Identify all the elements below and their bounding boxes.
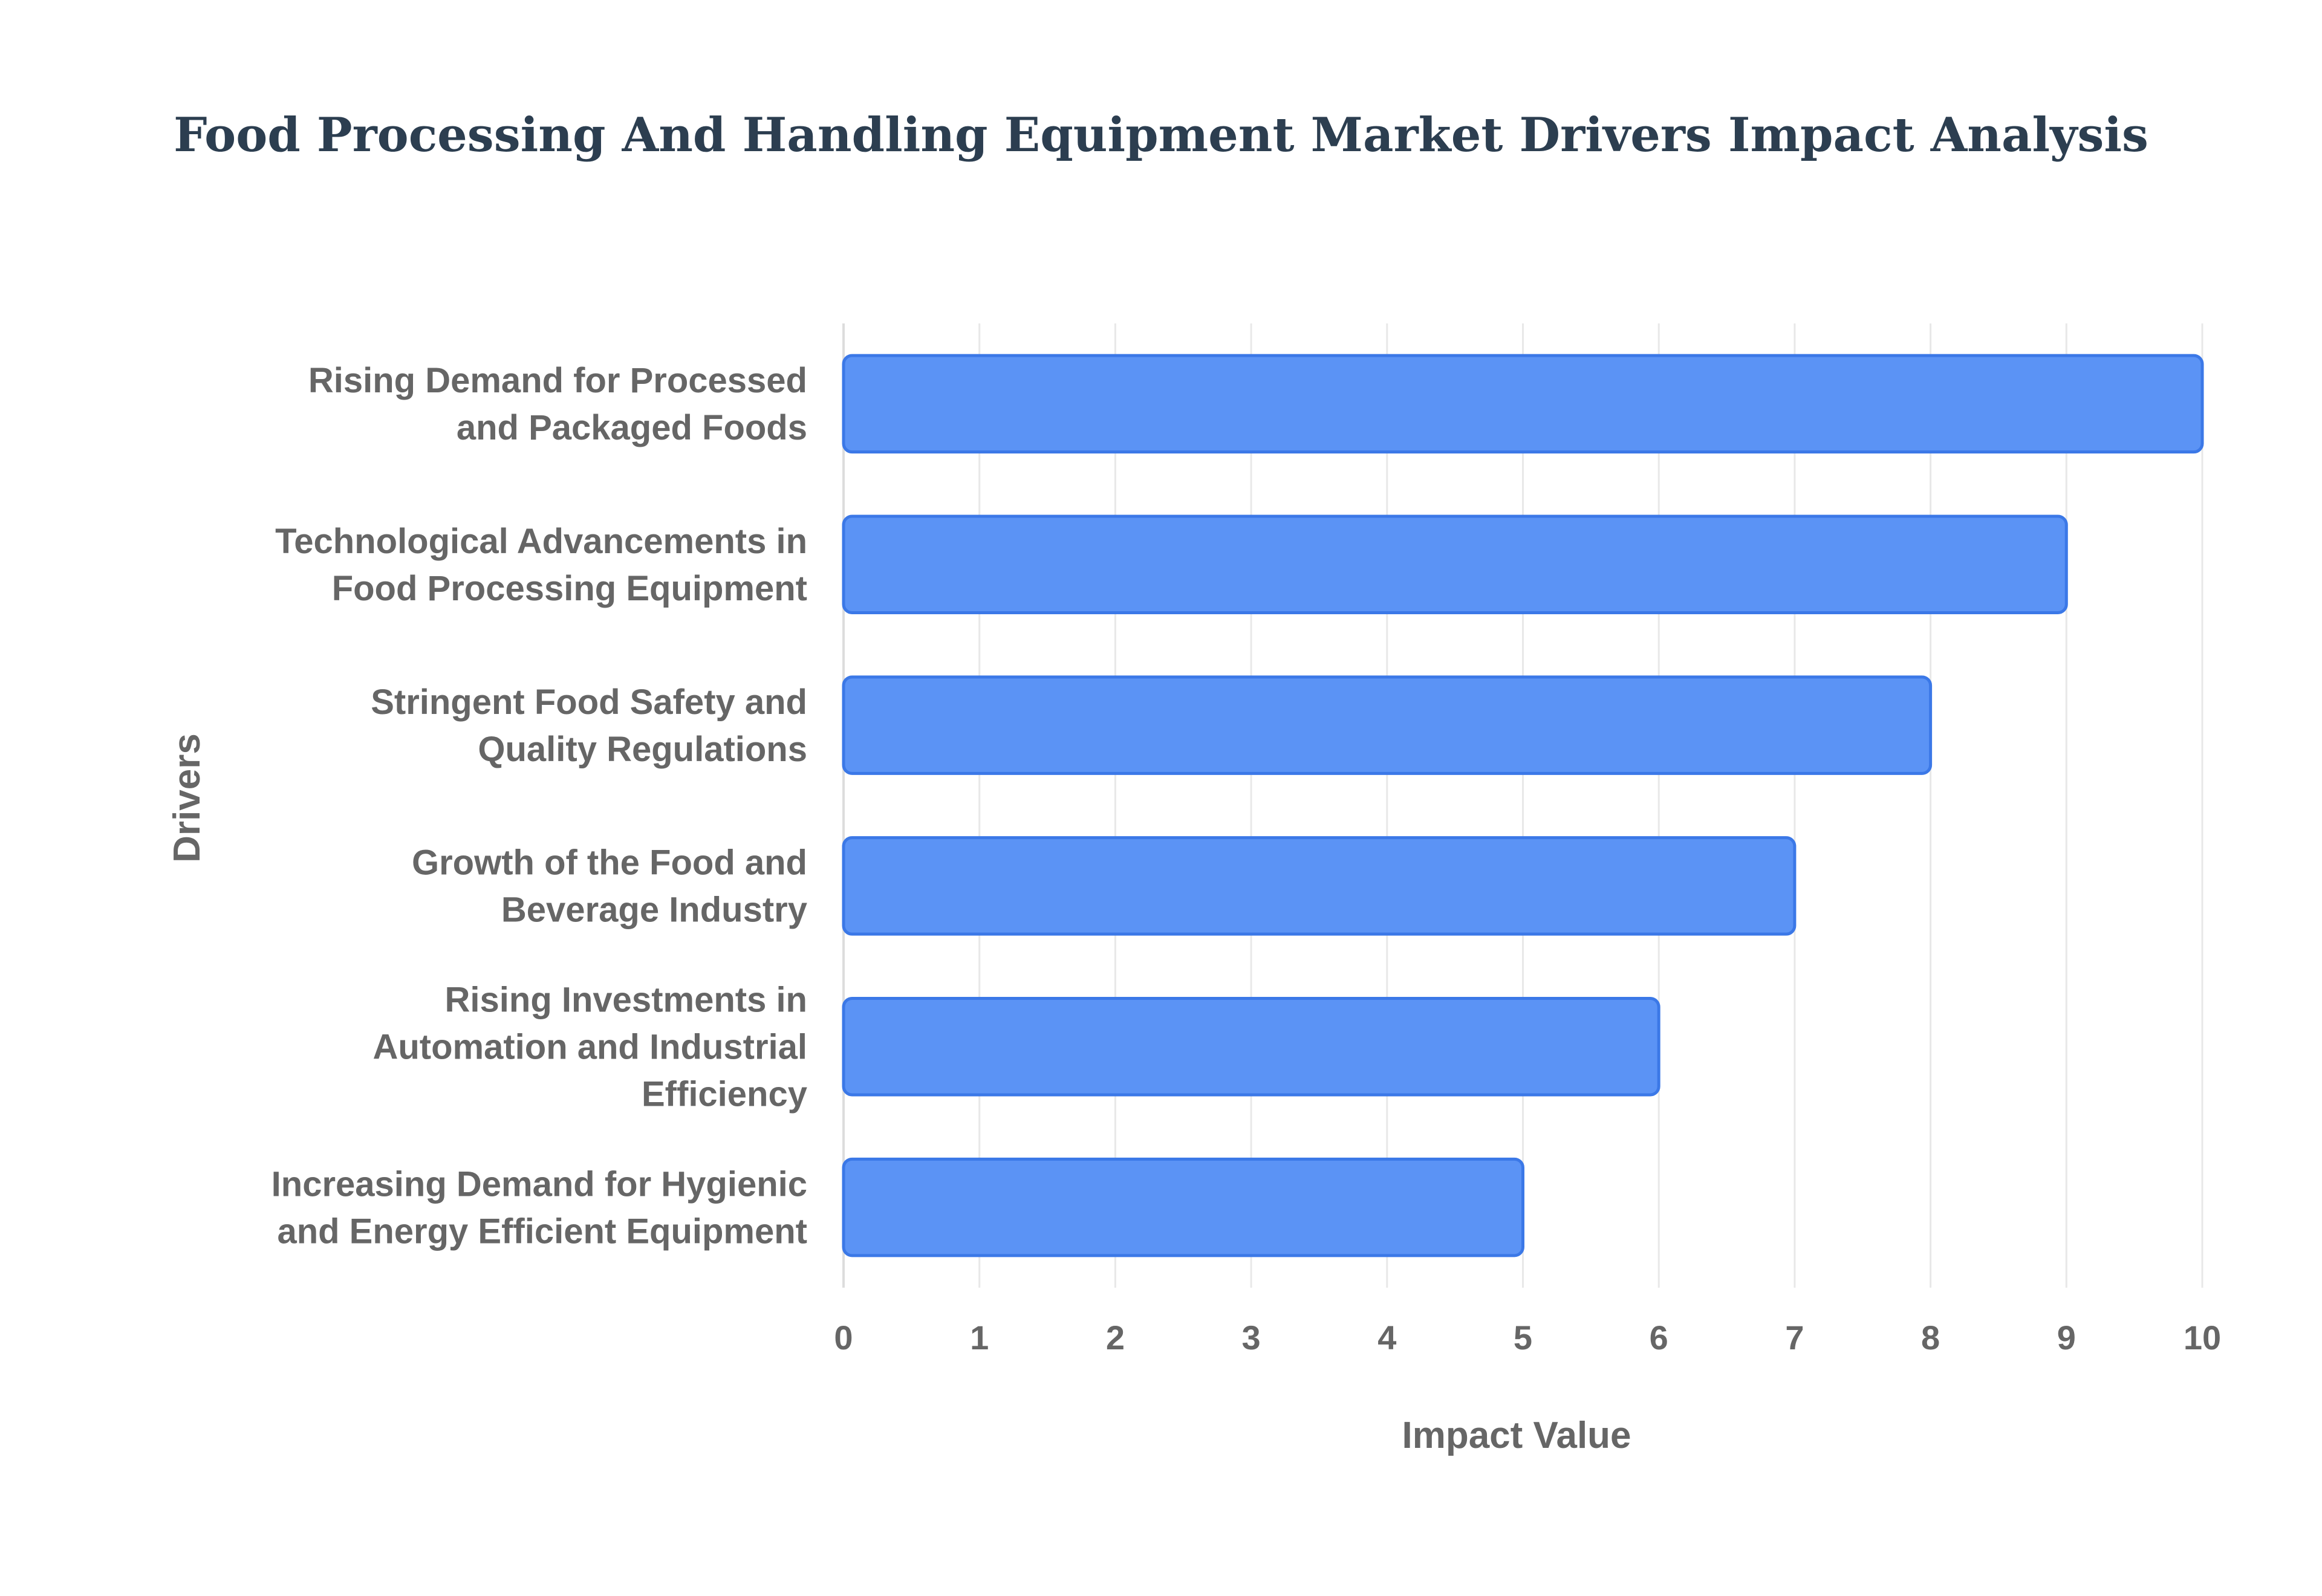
y-tick-label: Growth of the Food and Beverage Industry: [412, 843, 807, 930]
y-tick-label-line: Quality Regulations: [478, 730, 807, 769]
y-tick-labels: Rising Demand for Processed and Packaged …: [272, 361, 807, 1251]
y-tick-label-line: Growth of the Food and: [412, 843, 807, 883]
chart-title: Food Processing And Handling Equipment M…: [174, 108, 2148, 163]
y-tick-label-line: Rising Investments in: [445, 981, 807, 1020]
x-tick-label: 10: [2184, 1319, 2221, 1357]
bar-3: [842, 675, 1933, 775]
y-tick-label-line: Beverage Industry: [501, 890, 807, 930]
y-tick-label: Increasing Demand for Hygienic and Energy…: [272, 1164, 807, 1251]
x-tick-label: 8: [1921, 1319, 1940, 1357]
x-tick-label: 1: [970, 1319, 989, 1357]
bar-6: [842, 1157, 1524, 1257]
bar-5: [842, 997, 1660, 1097]
x-tick-label: 7: [1785, 1319, 1804, 1357]
x-tick-label: 4: [1377, 1319, 1396, 1357]
y-tick-label-line: Rising Demand for Processed: [308, 361, 807, 400]
bars: [842, 354, 2204, 1257]
x-tick-label: 6: [1650, 1319, 1668, 1357]
y-tick-label-line: and Energy Efficient Equipment: [277, 1212, 807, 1251]
y-tick-label-line: Increasing Demand for Hygienic: [272, 1164, 807, 1204]
y-tick-label: Rising Investments in Automation and Indu…: [372, 981, 807, 1114]
bar-4: [842, 836, 1797, 936]
x-tick-label: 2: [1106, 1319, 1125, 1357]
bar-2: [842, 514, 2068, 614]
y-tick-label-line: Automation and Industrial: [372, 1028, 807, 1067]
x-axis-label: Impact Value: [1402, 1415, 1631, 1456]
y-tick-label-line: Stringent Food Safety and: [371, 683, 807, 722]
x-tick-label: 0: [834, 1319, 853, 1357]
x-tick-label: 5: [1514, 1319, 1532, 1357]
y-tick-label-line: Efficiency: [642, 1075, 807, 1114]
y-axis-label: Drivers: [166, 733, 208, 863]
y-tick-label: Rising Demand for Processed and Packaged …: [308, 361, 807, 447]
y-tick-label-line: Technological Advancements in: [275, 522, 807, 561]
grid: [842, 323, 2203, 1288]
bar-1: [842, 354, 2204, 454]
y-tick-label-line: and Packaged Foods: [457, 408, 807, 447]
x-tick-labels: 0 1 2 3 4 5 6 7 8 9 10: [834, 1319, 2221, 1357]
y-tick-label: Technological Advancements in Food Proces…: [275, 522, 807, 608]
x-tick-label: 3: [1242, 1319, 1261, 1357]
y-tick-label-line: Food Processing Equipment: [332, 569, 807, 608]
y-tick-label: Stringent Food Safety and Quality Regulat…: [371, 683, 807, 769]
x-tick-label: 9: [2057, 1319, 2076, 1357]
